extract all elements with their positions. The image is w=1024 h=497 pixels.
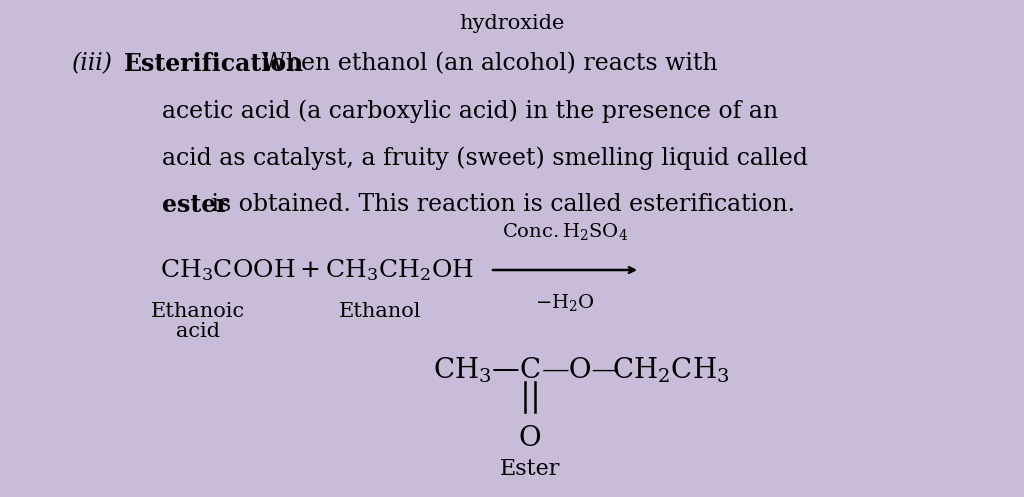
Text: (iii): (iii) bbox=[72, 52, 113, 75]
Text: When ethanol (an alcohol) reacts with: When ethanol (an alcohol) reacts with bbox=[254, 52, 718, 75]
Text: $\mathregular{-H_2O}$: $\mathregular{-H_2O}$ bbox=[536, 292, 595, 313]
Text: acetic acid (a carboxylic acid) in the presence of an: acetic acid (a carboxylic acid) in the p… bbox=[162, 99, 778, 123]
Text: $\mathregular{Conc.H_2SO_4}$: $\mathregular{Conc.H_2SO_4}$ bbox=[502, 221, 628, 242]
Text: $\mathregular{CH_2CH_3}$: $\mathregular{CH_2CH_3}$ bbox=[612, 355, 729, 385]
Text: Ester: Ester bbox=[500, 458, 560, 480]
Text: $\mathregular{CH_3}$—: $\mathregular{CH_3}$— bbox=[433, 355, 520, 385]
Text: hydroxide: hydroxide bbox=[460, 14, 564, 33]
Text: acid as catalyst, a fruity (sweet) smelling liquid called: acid as catalyst, a fruity (sweet) smell… bbox=[162, 146, 808, 169]
Text: $\mathregular{CH_3COOH + CH_3CH_2OH}$: $\mathregular{CH_3COOH + CH_3CH_2OH}$ bbox=[160, 257, 474, 283]
Text: C: C bbox=[519, 356, 541, 384]
Text: Ethanoic: Ethanoic bbox=[151, 302, 245, 321]
Text: O: O bbox=[519, 425, 542, 452]
Text: Esterification: Esterification bbox=[124, 52, 304, 76]
Text: is obtained. This reaction is called esterification.: is obtained. This reaction is called est… bbox=[204, 193, 795, 216]
Text: ester: ester bbox=[162, 193, 228, 217]
Text: Ethanol: Ethanol bbox=[339, 302, 421, 321]
Text: acid: acid bbox=[176, 322, 220, 341]
Text: —O—: —O— bbox=[542, 356, 621, 384]
